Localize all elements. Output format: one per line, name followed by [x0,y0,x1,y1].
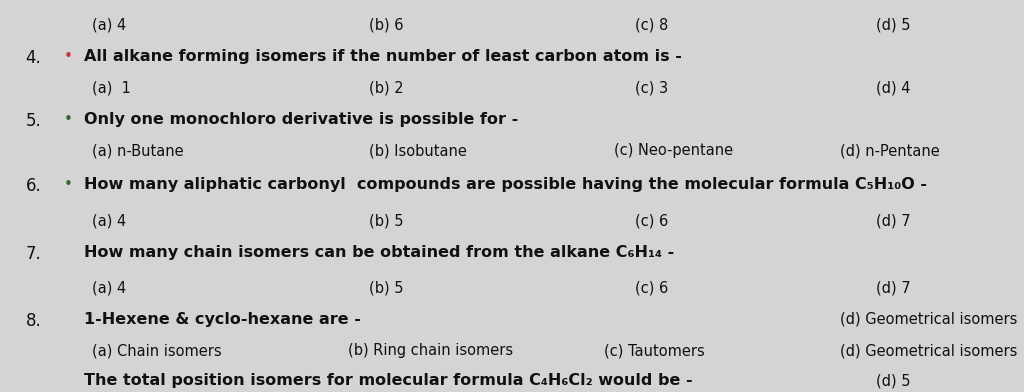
Text: (c) 8: (c) 8 [635,18,668,33]
Text: (b) Ring chain isomers: (b) Ring chain isomers [348,343,513,358]
Text: (d) Geometrical isomers: (d) Geometrical isomers [840,312,1017,327]
Text: All alkane forming isomers if the number of least carbon atom is -: All alkane forming isomers if the number… [84,49,682,64]
Text: (a) 4: (a) 4 [92,18,126,33]
Text: (c) 3: (c) 3 [635,80,668,95]
Text: How many chain isomers can be obtained from the alkane C₆H₁₄ -: How many chain isomers can be obtained f… [84,245,674,260]
Text: (c) 6: (c) 6 [635,280,668,295]
Text: (a)  1: (a) 1 [92,80,131,95]
Text: (d) 4: (d) 4 [876,80,910,95]
Text: (d) Geometrical isomers: (d) Geometrical isomers [840,343,1017,358]
Text: (c) Neo-pentane: (c) Neo-pentane [614,143,733,158]
Text: (d) 5: (d) 5 [876,373,910,388]
Text: (d) 5: (d) 5 [876,18,910,33]
Text: (a) Chain isomers: (a) Chain isomers [92,343,222,358]
Text: 7.: 7. [26,245,41,263]
Text: 5.: 5. [26,112,41,130]
Text: 6.: 6. [26,177,41,195]
Text: (d) 7: (d) 7 [876,214,910,229]
Text: 1-Hexene & cyclo-hexane are -: 1-Hexene & cyclo-hexane are - [84,312,360,327]
Text: (d) 7: (d) 7 [876,280,910,295]
Text: (c) Tautomers: (c) Tautomers [604,343,705,358]
Text: 8.: 8. [26,312,41,330]
Text: (a) 4: (a) 4 [92,214,126,229]
Text: (a) 4: (a) 4 [92,280,126,295]
Text: (a) n-Butane: (a) n-Butane [92,143,183,158]
Text: (c) 6: (c) 6 [635,214,668,229]
Text: The total position isomers for molecular formula C₄H₆Cl₂ would be -: The total position isomers for molecular… [84,373,692,388]
Text: (b) 5: (b) 5 [369,280,403,295]
Text: •: • [63,112,73,127]
Text: (b) Isobutane: (b) Isobutane [369,143,467,158]
Text: (b) 6: (b) 6 [369,18,403,33]
Text: •: • [63,49,73,64]
Text: (b) 5: (b) 5 [369,214,403,229]
Text: Only one monochloro derivative is possible for -: Only one monochloro derivative is possib… [84,112,518,127]
Text: 4.: 4. [26,49,41,67]
Text: (d) n-Pentane: (d) n-Pentane [840,143,939,158]
Text: How many aliphatic carbonyl  compounds are possible having the molecular formula: How many aliphatic carbonyl compounds ar… [84,177,927,192]
Text: (b) 2: (b) 2 [369,80,403,95]
Text: •: • [63,177,73,192]
